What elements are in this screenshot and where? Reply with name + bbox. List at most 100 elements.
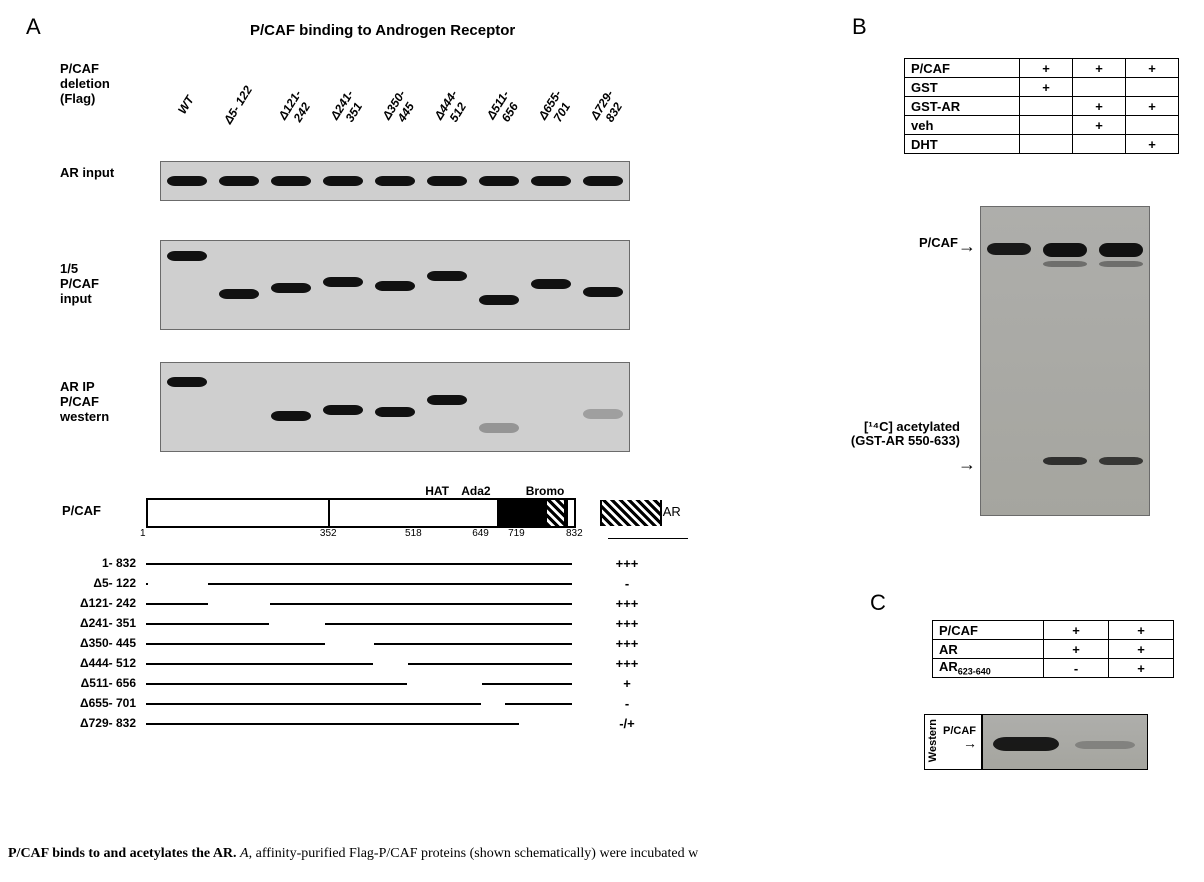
- table-row: P/CAF++: [933, 621, 1174, 640]
- construct-label: Δ350- 445: [62, 636, 136, 650]
- gel-band: [167, 251, 207, 261]
- gel-band: [583, 287, 623, 297]
- table-cell: [1020, 97, 1073, 116]
- table-cell: +: [1126, 135, 1179, 154]
- figure-caption: P/CAF binds to and acetylates the AR. A,…: [8, 846, 698, 862]
- construct-label: Δ511- 656: [62, 676, 136, 690]
- table-cell: +: [1073, 97, 1126, 116]
- panel-c-table: P/CAF++AR++AR623-640-+: [932, 620, 1174, 678]
- gel-band: [479, 176, 519, 186]
- schematic-tick: 719: [508, 528, 525, 539]
- label-ar-ip: AR IP P/CAF western: [60, 380, 109, 425]
- gel-band: [323, 405, 363, 415]
- table-cell: +: [1044, 640, 1109, 659]
- lane-label: Δ241- 351: [322, 79, 373, 138]
- construct-segment: [374, 643, 572, 645]
- lane-label: Δ444- 512: [426, 79, 477, 138]
- caption-bold: P/CAF binds to and acetylates the AR.: [8, 846, 237, 861]
- schematic-label: P/CAF: [62, 504, 101, 519]
- table-cell: +: [1020, 59, 1073, 78]
- panel-b-acet-label-2: (GST-AR 550-633): [840, 434, 960, 449]
- figure-container: A B C P/CAF binding to Androgen Receptor…: [0, 0, 1204, 882]
- table-cell: [1073, 78, 1126, 97]
- binding-value: +++: [602, 656, 652, 671]
- label-pcaf-input: 1/5 P/CAF input: [60, 262, 99, 307]
- gel-band: [531, 279, 571, 289]
- construct-segment: [208, 583, 572, 585]
- binding-value: -: [602, 696, 652, 711]
- gel-band: [167, 377, 207, 387]
- domain-name: Ada2: [461, 484, 480, 498]
- construct-segment: [146, 643, 325, 645]
- lane-label: Δ729- 832: [582, 79, 633, 138]
- arrow-icon: →: [963, 735, 977, 751]
- domain-block: [564, 500, 604, 526]
- construct-segment: [270, 603, 572, 605]
- binding-underline: [608, 538, 688, 539]
- binding-value: +++: [602, 636, 652, 651]
- construct-row: Δ729- 832-/+: [62, 716, 702, 730]
- construct-segment: [146, 583, 148, 585]
- construct-label: Δ444- 512: [62, 656, 136, 670]
- table-cell: +: [1109, 659, 1174, 678]
- lane-labels: WTΔ5- 122Δ121- 242Δ241- 351Δ350- 445Δ444…: [190, 110, 658, 138]
- gel-band: [583, 176, 623, 186]
- gel-band: [271, 176, 311, 186]
- binding-value: +: [602, 676, 652, 691]
- construct-row: Δ511- 656 +: [62, 676, 702, 690]
- gel-band: [427, 271, 467, 281]
- gel-band: [427, 176, 467, 186]
- gel-band: [271, 411, 311, 421]
- table-row: AR623-640-+: [933, 659, 1174, 678]
- table-row-label: P/CAF: [933, 621, 1044, 640]
- table-cell: +: [1073, 116, 1126, 135]
- gel-band: [1043, 261, 1087, 267]
- arrow-icon: →: [958, 236, 976, 257]
- gel-band: [479, 295, 519, 305]
- table-cell: [1073, 135, 1126, 154]
- construct-row: Δ350- 445 +++: [62, 636, 702, 650]
- table-row: AR++: [933, 640, 1174, 659]
- gel-band: [375, 176, 415, 186]
- construct-label: Δ5- 122: [62, 576, 136, 590]
- construct-segment: [146, 623, 269, 625]
- construct-segment: [408, 663, 572, 665]
- panel-b-pcaf-label: P/CAF: [888, 236, 958, 251]
- gel-band: [479, 423, 519, 433]
- construct-row: Δ655- 701-: [62, 696, 702, 710]
- panel-b-gel: [980, 206, 1150, 516]
- binding-value: +++: [602, 596, 652, 611]
- table-row: P/CAF+++: [905, 59, 1179, 78]
- table-row-label: GST: [905, 78, 1020, 97]
- domain-bar: HATAda2Bromo: [146, 498, 576, 528]
- panel-b-table: P/CAF+++GST+GST-AR++veh+DHT+: [904, 58, 1179, 154]
- lane-label: Δ655- 701: [530, 79, 581, 138]
- table-row-label: GST-AR: [905, 97, 1020, 116]
- table-row: GST+: [905, 78, 1179, 97]
- gel-band: [1099, 243, 1143, 257]
- gel-band: [323, 277, 363, 287]
- construct-segment: [146, 563, 572, 565]
- construct-row: Δ5- 122-: [62, 576, 702, 590]
- label-deletion: P/CAF deletion (Flag): [60, 62, 110, 107]
- table-cell: [1020, 116, 1073, 135]
- panel-c-western-box: Western P/CAF →: [924, 714, 982, 770]
- table-row-label: P/CAF: [905, 59, 1020, 78]
- table-row-label: DHT: [905, 135, 1020, 154]
- table-cell: -: [1044, 659, 1109, 678]
- gel-band: [375, 281, 415, 291]
- table-row: GST-AR ++: [905, 97, 1179, 116]
- construct-segment: [325, 623, 572, 625]
- schematic-tick: 649: [472, 528, 489, 539]
- table-cell: +: [1109, 640, 1174, 659]
- table-cell: +: [1020, 78, 1073, 97]
- gel-band: [427, 395, 467, 405]
- table-cell: +: [1073, 59, 1126, 78]
- construct-label: Δ241- 351: [62, 616, 136, 630]
- gel-band: [1099, 457, 1143, 465]
- construct-label: 1- 832: [62, 556, 136, 570]
- table-cell: +: [1126, 97, 1179, 116]
- construct-segment: [505, 703, 572, 705]
- gel-band: [583, 409, 623, 419]
- gel-band: [375, 407, 415, 417]
